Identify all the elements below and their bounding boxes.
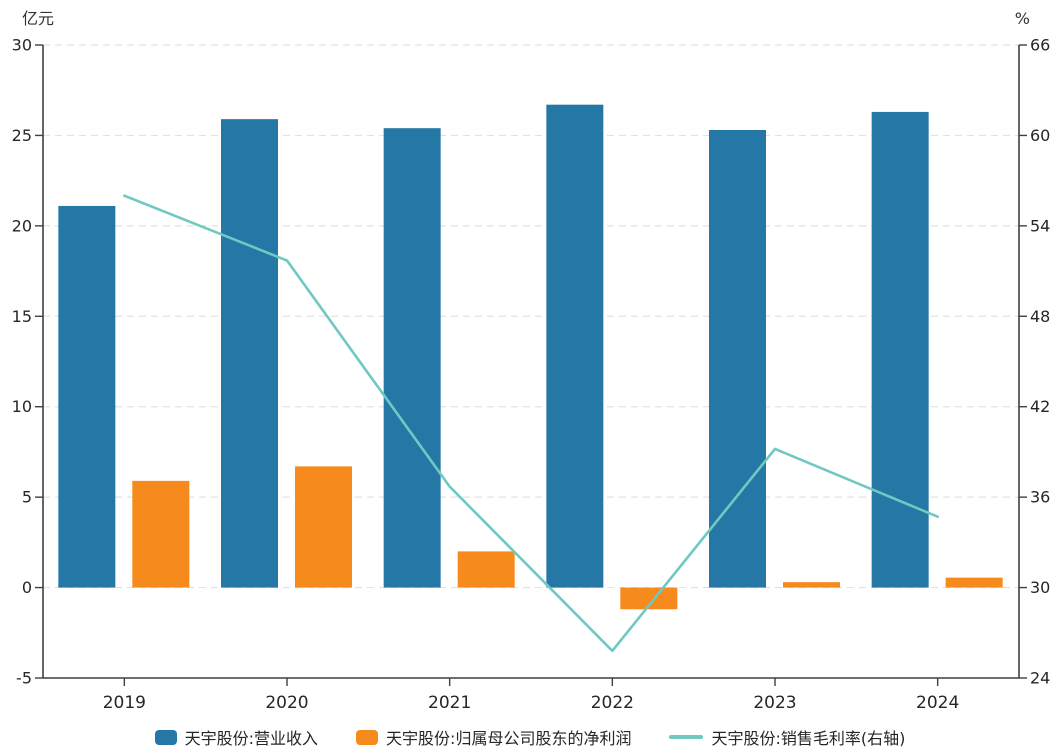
bar-net-profit-2024 [945, 577, 1003, 588]
right-axis-tick-label: 30 [1030, 578, 1050, 597]
left-axis-unit-label: 亿元 [22, 9, 55, 28]
left-axis-tick-label: 15 [12, 307, 32, 326]
bar-revenue-2023 [709, 130, 766, 588]
right-axis-tick-label: 60 [1030, 126, 1050, 145]
x-axis-label-2023: 2023 [753, 693, 796, 713]
bar-net-profit-2020 [295, 466, 352, 588]
left-axis-tick-label: 30 [12, 36, 32, 55]
left-axis-tick-label: 10 [12, 397, 32, 416]
gross-margin-line [123, 194, 939, 653]
legend-item-gross-margin: 天宇股份:销售毛利率(右轴) [669, 725, 905, 749]
gross-margin-line-swatch-icon [669, 735, 704, 739]
net-profit-swatch-icon [356, 729, 379, 745]
right-axis-tick-label: 66 [1030, 36, 1050, 55]
bar-revenue-2021 [383, 128, 441, 588]
revenue-swatch-icon [154, 729, 177, 745]
left-axis-tick-label: 25 [12, 126, 32, 145]
bar-net-profit-2022 [620, 587, 678, 610]
x-axis-label-2024: 2024 [916, 693, 959, 713]
chart-legend: 天宇股份:营业收入 天宇股份:归属母公司股东的净利润 天宇股份:销售毛利率(右轴… [0, 725, 1060, 749]
legend-label-gross-margin: 天宇股份:销售毛利率(右轴) [711, 729, 906, 748]
legend-label-net-profit: 天宇股份:归属母公司股东的净利润 [386, 729, 632, 748]
left-axis-tick-label: -5 [16, 669, 32, 688]
left-axis-tick-label: 0 [22, 578, 32, 597]
x-axis-label-2020: 2020 [265, 693, 308, 713]
legend-item-revenue: 天宇股份:营业收入 [154, 725, 319, 749]
right-axis-tick-label: 36 [1030, 488, 1050, 507]
bar-net-profit-2021 [457, 551, 515, 588]
right-axis-tick-label: 24 [1030, 669, 1050, 688]
left-axis-tick-label: 20 [12, 216, 32, 235]
x-axis-label-2019: 2019 [103, 693, 146, 713]
bar-net-profit-2023 [783, 582, 840, 588]
legend-item-net-profit: 天宇股份:归属母公司股东的净利润 [356, 725, 631, 749]
bar-net-profit-2019 [132, 480, 190, 588]
left-axis-tick-label: 5 [22, 488, 32, 507]
right-axis-tick-label: 48 [1030, 307, 1050, 326]
bar-revenue-2024 [871, 111, 929, 588]
right-axis-tick-label: 42 [1030, 397, 1050, 416]
legend-label-revenue: 天宇股份:营业收入 [184, 729, 319, 748]
right-axis-unit-label: % [1014, 9, 1030, 28]
plot-area: 30 25 20 15 10 5 0 -5 66 60 54 48 42 36 30 24 2019 2020 20… [12, 36, 1051, 714]
x-axis-label-2022: 2022 [591, 693, 634, 713]
bar-revenue-2020 [221, 119, 278, 588]
right-axis-tick-label: 54 [1030, 216, 1050, 235]
x-axis-label-2021: 2021 [428, 693, 471, 713]
bar-revenue-2022 [546, 104, 604, 588]
bar-revenue-2019 [58, 205, 116, 588]
